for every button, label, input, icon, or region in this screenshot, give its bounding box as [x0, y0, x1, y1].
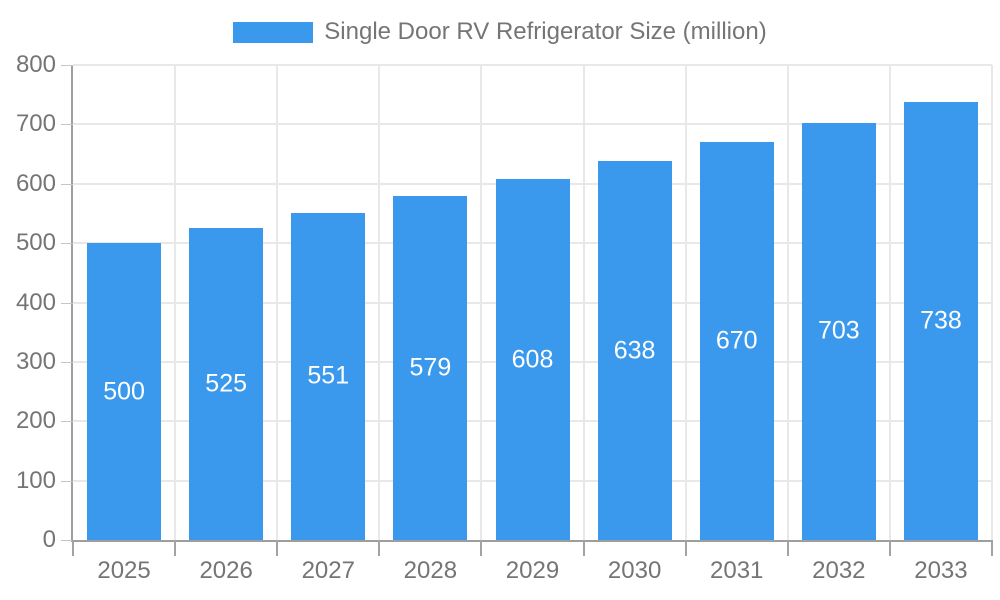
- x-axis-tick: [276, 540, 279, 556]
- x-axis-category-label: 2030: [607, 557, 662, 584]
- y-axis-tick: [61, 480, 73, 482]
- x-axis-tick: [480, 540, 483, 556]
- vertical-gridline: [582, 65, 585, 540]
- y-axis-tick: [61, 421, 73, 423]
- vertical-gridline: [786, 65, 789, 540]
- bar[interactable]: 738: [903, 101, 978, 540]
- y-axis-tick-label: 0: [42, 526, 56, 553]
- bar-value-label: 551: [307, 361, 350, 390]
- y-axis-tick: [61, 124, 73, 126]
- vertical-gridline: [684, 65, 687, 540]
- y-axis-tick-label: 800: [15, 51, 56, 78]
- x-axis-tick: [72, 540, 74, 556]
- x-axis-tick: [888, 540, 891, 556]
- vertical-gridline: [276, 65, 279, 540]
- x-axis-category-label: 2025: [97, 557, 151, 584]
- horizontal-gridline: [73, 123, 992, 126]
- x-axis-tick: [786, 540, 789, 556]
- bar[interactable]: 551: [291, 212, 366, 540]
- bar-value-label: 703: [817, 316, 860, 345]
- bar-value-label: 579: [409, 353, 452, 382]
- x-axis-tick: [174, 540, 177, 556]
- bar-value-label: 738: [920, 306, 962, 335]
- y-axis-tick-label: 500: [15, 229, 56, 257]
- bar[interactable]: 703: [801, 122, 876, 540]
- legend: Single Door RV Refrigerator Size (millio…: [0, 18, 1000, 46]
- bar-value-label: 608: [511, 345, 554, 373]
- bar-value-label: 638: [613, 336, 656, 365]
- legend-item[interactable]: Single Door RV Refrigerator Size (millio…: [233, 18, 767, 46]
- y-axis-tick-label: 400: [15, 288, 56, 316]
- y-axis-tick: [61, 540, 73, 541]
- x-axis-tick: [378, 540, 381, 556]
- x-axis-tick: [991, 540, 993, 556]
- x-axis-category-label: 2032: [812, 557, 866, 584]
- x-axis-line: [71, 540, 992, 542]
- vertical-gridline: [378, 65, 381, 540]
- x-axis-category-label: 2029: [505, 557, 560, 584]
- bar[interactable]: 670: [699, 142, 774, 540]
- x-axis-category-label: 2026: [199, 557, 253, 584]
- plot-area: 500 525 551 579 608 638 670 703 738: [61, 64, 993, 556]
- y-axis-tick: [61, 302, 73, 304]
- vertical-gridline: [174, 65, 177, 540]
- bar-value-label: 670: [715, 326, 758, 355]
- y-axis-tick-label: 600: [15, 169, 56, 197]
- bar[interactable]: 608: [495, 179, 570, 540]
- vertical-gridline: [991, 65, 993, 540]
- y-axis-tick-label: 100: [15, 466, 56, 494]
- bar[interactable]: 579: [393, 196, 468, 540]
- bar[interactable]: 500: [87, 243, 162, 540]
- vertical-gridline: [480, 65, 483, 540]
- bar[interactable]: 638: [597, 161, 672, 540]
- y-axis-tick: [61, 243, 73, 245]
- y-axis-line: [71, 65, 73, 542]
- x-axis-tick: [582, 540, 585, 556]
- legend-label: Single Door RV Refrigerator Size (millio…: [324, 18, 767, 45]
- legend-swatch-icon: [233, 21, 314, 43]
- y-axis-tick: [61, 361, 73, 363]
- y-axis-tick-label: 700: [15, 110, 56, 138]
- y-axis-tick: [61, 65, 73, 66]
- x-axis-category-label: 2028: [403, 557, 458, 584]
- x-axis-category-label: 2027: [301, 557, 355, 584]
- y-axis-tick: [61, 183, 73, 185]
- bar[interactable]: 525: [189, 228, 264, 540]
- horizontal-gridline: [73, 64, 992, 66]
- x-axis-tick: [684, 540, 687, 556]
- x-axis-category-label: 2033: [914, 557, 968, 584]
- vertical-gridline: [888, 65, 891, 540]
- y-axis-tick-label: 200: [15, 407, 56, 435]
- bar-value-label: 525: [205, 369, 248, 398]
- bar-value-label: 500: [103, 377, 145, 406]
- x-axis-category-label: 2031: [710, 557, 764, 584]
- y-axis-tick-label: 300: [15, 347, 56, 375]
